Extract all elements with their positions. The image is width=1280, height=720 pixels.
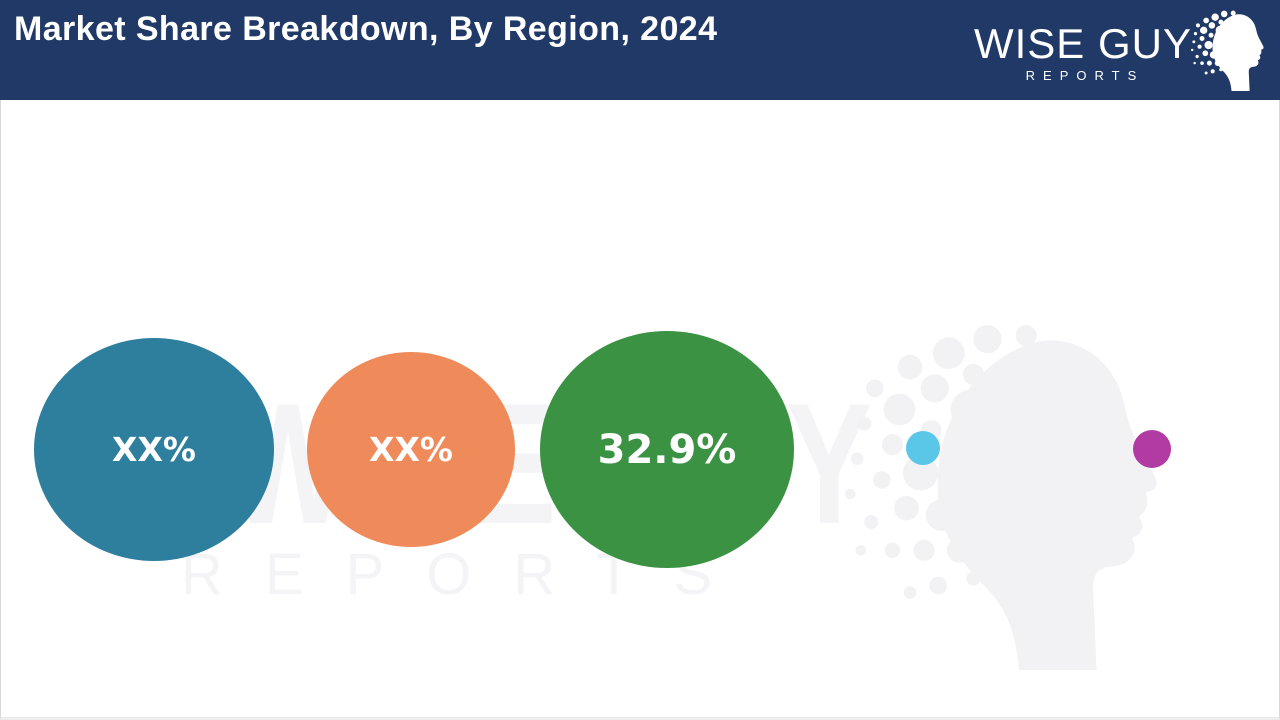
bubble-value-north-america: XX% xyxy=(112,430,196,469)
logo-name: WISE GUY xyxy=(973,20,1192,67)
wiseguy-head-icon xyxy=(1184,6,1266,94)
wiseguy-logo: WISE GUY REPORTS xyxy=(974,4,1266,96)
logo-subtitle: REPORTS xyxy=(1025,68,1145,83)
bubble-apac: 32.9% xyxy=(540,331,794,568)
bubble-value-apac: 32.9% xyxy=(597,426,737,473)
bubble-mea xyxy=(1133,430,1171,468)
chart-area: WISE GUY REPORTS XX% XX% 32.9% North Ame… xyxy=(0,100,1280,720)
header-bar: Market Share Breakdown, By Region, 2024 … xyxy=(0,0,1280,100)
bubble-value-europe: XX% xyxy=(369,430,453,469)
bubble-south-america xyxy=(906,431,940,465)
watermark-head-icon xyxy=(801,318,1181,670)
bubble-europe: XX% xyxy=(307,352,515,547)
chart-title: Market Share Breakdown, By Region, 2024 xyxy=(14,10,718,48)
bubble-north-america: XX% xyxy=(34,338,274,561)
logo-text: WISE GUY REPORTS xyxy=(973,20,1192,84)
